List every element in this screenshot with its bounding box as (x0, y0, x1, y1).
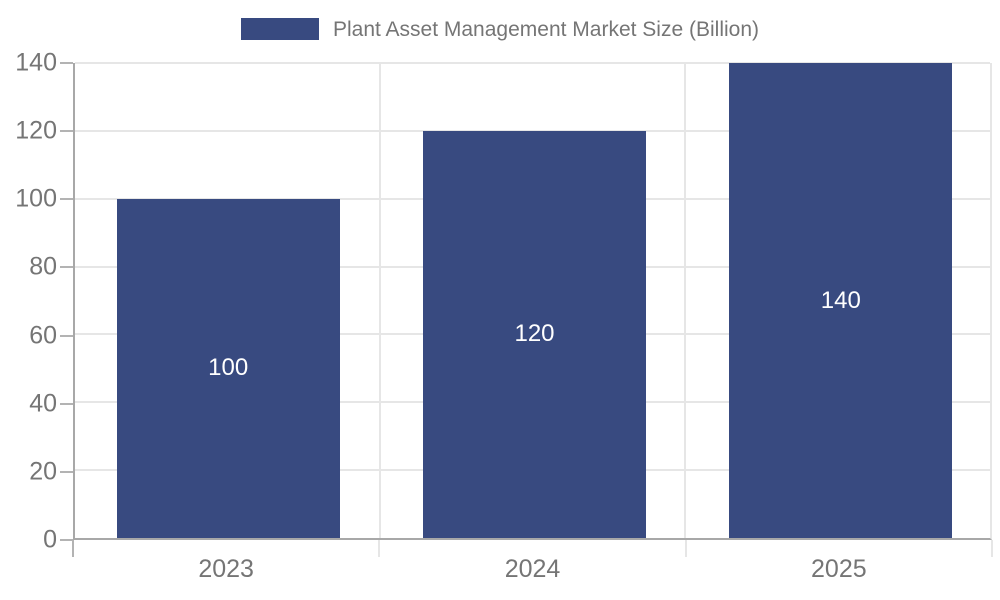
gridline-horizontal (75, 62, 990, 64)
gridline-vertical (683, 63, 686, 538)
legend: Plant Asset Management Market Size (Bill… (0, 18, 1000, 40)
y-tick-label: 140 (15, 48, 57, 77)
gridline-vertical (378, 63, 381, 538)
plot-area: 100 120 140 (73, 62, 992, 540)
x-axis-tick (72, 540, 74, 557)
x-tick-label: 2025 (811, 555, 867, 583)
y-tick-label: 60 (29, 321, 57, 350)
y-axis-tick (60, 334, 73, 337)
y-axis-tick (60, 470, 73, 473)
y-axis-tick (60, 266, 73, 269)
bar-2024 (423, 130, 646, 538)
y-tick-label: 120 (15, 116, 57, 145)
legend-label: Plant Asset Management Market Size (Bill… (332, 17, 760, 41)
legend-swatch (240, 18, 319, 40)
y-axis-tick (60, 130, 73, 133)
y-tick-label: 20 (29, 457, 57, 486)
bar-value-label: 140 (820, 286, 861, 314)
y-tick-label: 80 (29, 252, 57, 281)
bar-value-label: 120 (514, 320, 555, 348)
x-tick-label: 2024 (504, 555, 561, 583)
gridline-horizontal (75, 129, 990, 132)
y-tick-label: 0 (43, 525, 57, 554)
bar-2025 (729, 63, 953, 538)
y-axis-tick (60, 539, 73, 541)
y-axis-tick (60, 62, 73, 64)
y-tick-label: 100 (15, 184, 57, 213)
y-tick-label: 40 (29, 389, 57, 418)
bar-2023 (116, 198, 340, 538)
x-axis-tick (684, 540, 687, 557)
y-axis-tick (60, 402, 73, 405)
y-axis-tick (60, 198, 73, 201)
x-axis-tick (991, 540, 993, 557)
x-tick-label: 2023 (198, 555, 254, 583)
bar-value-label: 100 (208, 354, 249, 382)
legend-item[interactable]: Plant Asset Management Market Size (Bill… (240, 17, 760, 41)
x-axis-tick (378, 540, 381, 557)
